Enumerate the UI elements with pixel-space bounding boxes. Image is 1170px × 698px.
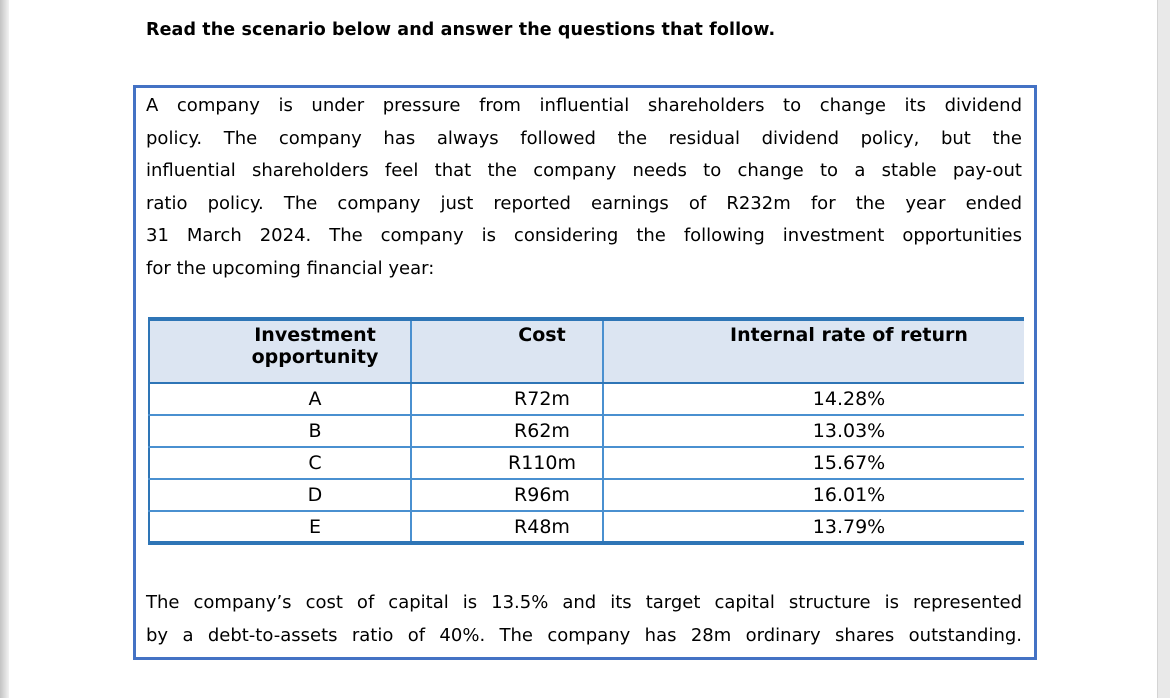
cell-irr: 13.03%	[603, 415, 1024, 448]
scenario-line: influential shareholders feel that the c…	[146, 160, 1022, 181]
cell-cost: R96m	[411, 479, 604, 512]
cell-irr: 16.01%	[603, 479, 1024, 512]
scenario-line: ratio policy. The company just reported …	[146, 192, 1022, 214]
scenario-paragraph: A company is under pressure from influen…	[146, 90, 1022, 285]
cell-irr: 15.67%	[603, 447, 1024, 480]
footer-line: The company’s cost of capital is 13.5% a…	[146, 592, 1022, 613]
scenario-box: A company is under pressure from influen…	[133, 85, 1037, 660]
page-instruction: Read the scenario below and answer the q…	[146, 20, 776, 40]
scenario-line: 31 March 2024. The company is considerin…	[146, 225, 1022, 246]
cell-opportunity: B	[149, 415, 412, 448]
scenario-line: A company is under pressure from influen…	[146, 95, 1022, 116]
scenario-line: for the upcoming financial year:	[146, 257, 435, 279]
footer-paragraph: The company’s cost of capital is 13.5% a…	[146, 587, 1022, 652]
table-row: D R96m 16.01%	[149, 479, 1024, 512]
header-internal-rate-of-return: Internal rate of return	[603, 319, 1024, 384]
cell-opportunity: E	[149, 511, 412, 543]
scenario-line: policy. The company has always followed …	[146, 127, 1022, 149]
cell-opportunity: A	[149, 383, 412, 416]
cell-irr: 13.79%	[812, 515, 886, 538]
cell-irr: 14.28%	[603, 383, 1024, 416]
page-edge-right	[1157, 0, 1170, 698]
cell-cost: R72m	[411, 383, 604, 416]
table-header-row: Investment opportunity Cost Internal rat…	[149, 319, 1024, 384]
cell-opportunity: C	[149, 447, 412, 480]
cell-cost: R110m	[411, 447, 604, 480]
cell-opportunity: D	[149, 479, 412, 512]
header-cost: Cost	[411, 319, 604, 384]
page-edge-left	[0, 0, 9, 698]
header-investment-opportunity: Investment opportunity	[149, 319, 412, 384]
cell-cost: R48m	[411, 511, 604, 543]
table-row: B R62m 13.03%	[149, 415, 1024, 448]
investments-table: Investment opportunity Cost Internal rat…	[148, 317, 1024, 545]
footer-line: by a debt-to-assets ratio of 40%. The co…	[146, 624, 1022, 646]
table-row: C R110m 15.67%	[149, 447, 1024, 480]
table-row: A R72m 14.28%	[149, 383, 1024, 416]
table-row: E R48m 13.79%	[149, 511, 1024, 543]
cell-cost: R62m	[411, 415, 604, 448]
